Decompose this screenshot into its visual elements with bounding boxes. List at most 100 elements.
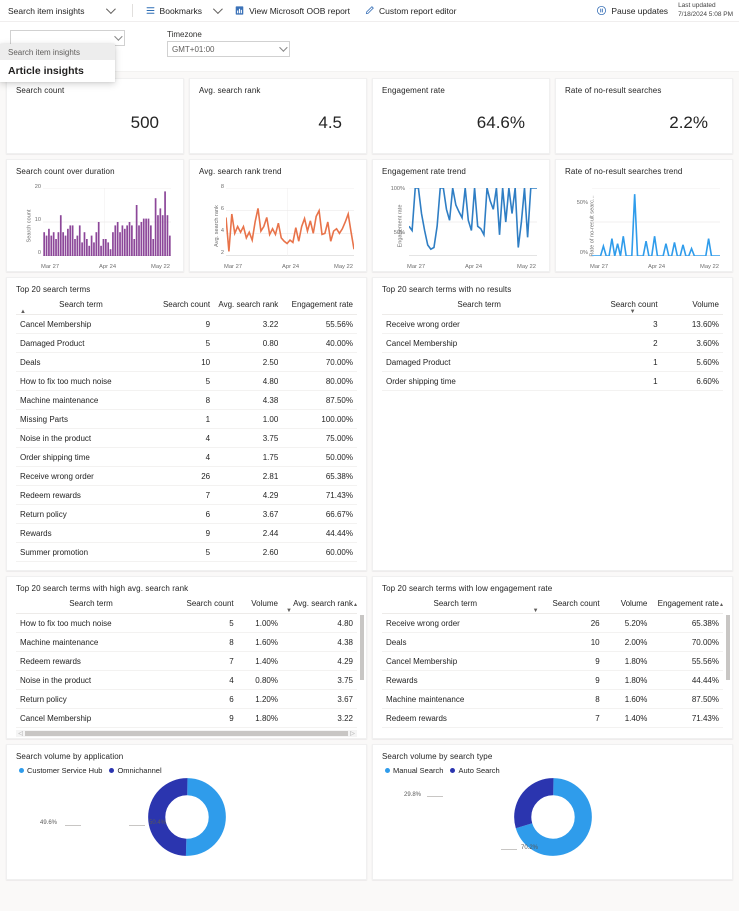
custom-report-editor-button[interactable]: Custom report editor bbox=[357, 1, 463, 21]
column-header-search-term[interactable]: Search term bbox=[382, 294, 577, 315]
y-tick: 6 bbox=[220, 206, 224, 212]
chart-area[interactable]: Engagement rate 100% 50% Mar 27 Apr 24 M… bbox=[377, 182, 543, 270]
legend-item-omnichannel[interactable]: Omnichannel bbox=[109, 766, 162, 775]
cell-search-term: Redeem rewards bbox=[16, 651, 167, 671]
column-header-search-count[interactable]: Search count ▼ bbox=[528, 593, 604, 614]
table-row[interactable]: Order shipping time 4 1.75 50.00% bbox=[16, 447, 357, 467]
table-row[interactable]: Cancel Membership 9 1.80% 3.22 bbox=[16, 708, 357, 728]
table-row[interactable]: Machine maintenance 8 1.60% 4.38 bbox=[16, 632, 357, 652]
x-tick: Mar 27 bbox=[590, 264, 609, 270]
cell-value: 5 bbox=[145, 371, 215, 391]
table-row[interactable]: Cancel Membership 9 3.22 55.56% bbox=[16, 314, 357, 334]
scroll-up-icon[interactable]: ▴ bbox=[719, 602, 723, 608]
legend-item-auto-search[interactable]: Auto Search bbox=[450, 766, 500, 775]
table-row[interactable]: Cancel Membership 2 3.60% bbox=[382, 333, 723, 353]
report-selector-dropdown[interactable]: Search item insights Article insights bbox=[0, 44, 115, 82]
scroll-right-icon[interactable]: ▷ bbox=[350, 731, 355, 737]
table-row[interactable]: Redeem rewards 7 1.40% 71.43% bbox=[382, 708, 723, 728]
timezone-combobox[interactable]: GMT+01:00 bbox=[167, 41, 290, 57]
pause-updates-button[interactable]: Pause updates bbox=[596, 5, 668, 16]
legend-item-customer-service-hub[interactable]: Customer Service Hub bbox=[19, 766, 102, 775]
table-row-2: Top 20 search terms with high avg. searc… bbox=[6, 576, 733, 739]
horizontal-scrollbar[interactable]: ◁ ▷ bbox=[16, 730, 357, 737]
toolbar-divider bbox=[131, 4, 133, 17]
table-row[interactable]: Redeem rewards 7 1.40% 4.29 bbox=[16, 651, 357, 671]
table-row[interactable]: Rewards 9 1.80% 44.44% bbox=[382, 670, 723, 690]
chart-area[interactable]: Avg. search rank 8 6 4 2 Mar 27 Apr 24 M… bbox=[194, 182, 360, 270]
table-row[interactable]: Machine maintenance 8 1.60% 87.50% bbox=[382, 689, 723, 709]
column-header-engagement-rate[interactable]: Engagement rate bbox=[282, 294, 357, 315]
table-row[interactable]: Machine maintenance 8 4.38 87.50% bbox=[16, 390, 357, 410]
column-label: Search count bbox=[186, 599, 234, 608]
chart-title: Engagement rate trend bbox=[382, 167, 466, 176]
column-header-avg-search-rank[interactable]: Avg. search rank bbox=[214, 294, 283, 315]
bookmarks-button[interactable]: Bookmarks bbox=[138, 1, 228, 21]
donut-value-label-right: 70.2% bbox=[521, 845, 539, 851]
x-tick: May 22 bbox=[334, 264, 354, 270]
column-header-search-count[interactable]: Search count bbox=[166, 593, 238, 614]
table-row[interactable]: Cancel Membership 9 1.80% 55.56% bbox=[382, 651, 723, 671]
x-tick: May 22 bbox=[151, 264, 171, 270]
table-row[interactable]: Noise in the product 4 3.75 75.00% bbox=[16, 428, 357, 448]
donut-area[interactable]: 50.4% 49.6% bbox=[7, 775, 366, 873]
report-selector[interactable]: Search item insights bbox=[6, 1, 92, 21]
cell-value: 4.38 bbox=[214, 390, 283, 410]
vertical-scrollbar[interactable] bbox=[360, 615, 364, 724]
cell-value: 4 bbox=[145, 428, 215, 448]
table-row[interactable]: Deals 10 2.00% 70.00% bbox=[382, 632, 723, 652]
x-tick: Mar 27 bbox=[407, 264, 426, 270]
column-header-volume[interactable]: Volume bbox=[661, 294, 723, 315]
legend-item-manual-search[interactable]: Manual Search bbox=[385, 766, 443, 775]
table-row[interactable]: Receive wrong order 3 13.60% bbox=[382, 314, 723, 334]
table-row[interactable]: How to fix too much noise 5 4.80 80.00% bbox=[16, 371, 357, 391]
view-oob-report-button[interactable]: View Microsoft OOB report bbox=[227, 1, 357, 21]
scrollbar-thumb[interactable] bbox=[25, 731, 348, 736]
bookmarks-icon bbox=[145, 5, 156, 16]
chart-area[interactable]: Search count 20 10 0 Mar 27 Apr 24 May 2… bbox=[11, 182, 177, 270]
chart-area[interactable]: Rate of no-result searc... 50% 0% Mar 27… bbox=[560, 182, 726, 270]
cell-value: 8 bbox=[145, 390, 215, 410]
donut-area[interactable]: 70.2% 29.8% bbox=[373, 775, 732, 873]
column-header-engagement-rate[interactable]: Engagement rate ▴ bbox=[651, 593, 723, 614]
x-tick: Apr 24 bbox=[99, 264, 117, 270]
table-row[interactable]: Receive wrong order 26 5.20% 65.38% bbox=[382, 613, 723, 633]
column-header-search-term[interactable]: Search term bbox=[382, 593, 529, 614]
dropdown-option-search-item-insights[interactable]: Search item insights bbox=[0, 44, 115, 60]
table-row[interactable]: Deals 10 2.50 70.00% bbox=[16, 352, 357, 372]
data-table: Search term Search count Volume Avg. sea… bbox=[16, 593, 357, 728]
scroll-up-icon[interactable]: ▴ bbox=[353, 602, 357, 608]
chart-card-volume-by-application: Search volume by application Customer Se… bbox=[6, 744, 367, 880]
table-row[interactable]: Receive wrong order 26 2.81 65.38% bbox=[16, 466, 357, 486]
table-row[interactable]: Damaged Product 1 5.60% bbox=[382, 352, 723, 372]
table-row[interactable]: How to fix too much noise 5 1.00% 4.80 bbox=[16, 613, 357, 633]
cell-value: 4.29 bbox=[214, 485, 283, 505]
table-row[interactable]: Damaged Product 5 0.80 40.00% bbox=[16, 333, 357, 353]
x-tick: Mar 27 bbox=[41, 264, 60, 270]
column-header-volume[interactable]: Volume bbox=[237, 593, 282, 614]
table-row[interactable]: Missing Parts 1 1.00 100.00% bbox=[16, 409, 357, 429]
column-header-search-count[interactable]: Search count ▼ bbox=[576, 294, 662, 315]
legend-label: Auto Search bbox=[458, 766, 500, 775]
column-header-search-term[interactable]: Search term bbox=[16, 593, 167, 614]
table-row[interactable]: Noise in the product 4 0.80% 3.75 bbox=[16, 670, 357, 690]
table-row[interactable]: Rewards 9 2.44 44.44% bbox=[16, 523, 357, 543]
table-row[interactable]: Return policy 6 3.67 66.67% bbox=[16, 504, 357, 524]
plot-area bbox=[409, 188, 537, 256]
dropdown-option-article-insights[interactable]: Article insights bbox=[0, 60, 115, 82]
column-header-search-count[interactable]: Search count bbox=[145, 294, 215, 315]
column-header-search-term[interactable]: Search term ▲ bbox=[16, 294, 146, 315]
table-row[interactable]: Redeem rewards 7 4.29 71.43% bbox=[16, 485, 357, 505]
scroll-left-icon[interactable]: ◁ bbox=[18, 731, 23, 737]
cell-value: 3.22 bbox=[281, 708, 357, 728]
table-row[interactable]: Return policy 6 1.20% 3.67 bbox=[16, 689, 357, 709]
column-header-volume[interactable]: Volume bbox=[603, 593, 652, 614]
command-bar: Search item insights Bookmarks View Micr… bbox=[0, 0, 739, 22]
column-header-avg-search-rank[interactable]: Avg. search rank ▼ ▴ bbox=[281, 593, 357, 614]
kpi-card-no-result-rate: Rate of no-result searches 2.2% bbox=[555, 78, 733, 154]
report-selector-chevron[interactable] bbox=[92, 1, 127, 21]
table-row[interactable]: Order shipping time 1 6.60% bbox=[382, 371, 723, 391]
table-row[interactable]: Summer promotion 5 2.60 60.00% bbox=[16, 542, 357, 562]
table-scroll-region: Search term Search count ▼ Volume Engage… bbox=[373, 593, 732, 728]
dashboard-canvas: Search count 500 Avg. search rank 4.5 En… bbox=[0, 72, 739, 880]
vertical-scrollbar[interactable] bbox=[726, 615, 730, 724]
